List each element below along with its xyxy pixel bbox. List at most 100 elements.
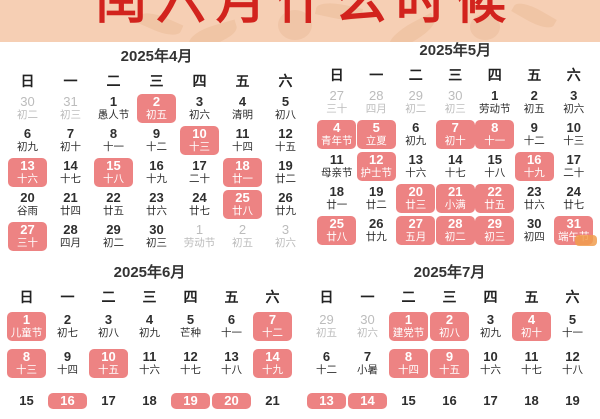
day-cell[interactable]: 8 十一 [475,118,515,150]
day-cell[interactable]: 30 初三 [436,86,476,118]
day-cell[interactable]: 12 十五 [264,124,307,156]
day-cell[interactable]: 30 初四 [515,214,555,246]
day-cell[interactable]: 18 [511,382,552,419]
day-cell[interactable]: 12 十七 [170,345,211,382]
day-cell[interactable]: 29 初二 [92,220,135,252]
day-cell[interactable]: 6 十二 [306,345,347,382]
day-cell[interactable]: 25 廿八 [221,188,264,220]
day-cell[interactable]: 13 十八 [211,345,252,382]
day-cell[interactable]: 15 [388,382,429,419]
day-cell[interactable]: 8 十一 [92,124,135,156]
day-cell[interactable]: 31 初三 [49,92,92,124]
day-cell[interactable]: 22 廿五 [92,188,135,220]
day-cell[interactable]: 19 [552,382,593,419]
day-cell[interactable]: 6 初九 [6,124,49,156]
day-cell[interactable]: 7 十二 [252,308,293,345]
day-cell[interactable]: 27 三十 [6,220,49,252]
day-cell[interactable]: 21 小满 [435,182,476,214]
day-cell[interactable]: 13 十六 [6,156,49,188]
day-cell[interactable]: 9 十二 [515,118,555,150]
day-cell[interactable]: 9 十四 [47,345,88,382]
day-cell[interactable]: 21 廿四 [49,188,92,220]
day-cell[interactable]: 16 [47,382,88,419]
day-cell[interactable]: 24 廿七 [554,182,594,214]
day-cell[interactable]: 15 [6,382,47,419]
day-cell[interactable]: 31 端午节 [554,214,598,246]
day-cell[interactable]: 9 十二 [135,124,178,156]
day-cell[interactable]: 27 五月 [396,214,436,246]
day-cell[interactable]: 12 十八 [552,345,593,382]
day-cell[interactable]: 2 初五 [515,86,555,118]
day-cell[interactable]: 14 十七 [436,150,476,182]
day-cell[interactable]: 2 初七 [47,308,88,345]
day-cell[interactable]: 4 初十 [511,308,552,345]
day-cell[interactable]: 3 初六 [554,86,594,118]
day-cell[interactable]: 2 初五 [135,92,178,124]
day-cell[interactable]: 21 [252,382,293,419]
day-cell[interactable]: 11 母亲节 [317,150,357,182]
day-cell[interactable]: 16 十九 [135,156,178,188]
day-cell[interactable]: 10 十六 [470,345,511,382]
day-cell[interactable]: 2 初八 [429,308,470,345]
day-cell[interactable]: 1 建党节 [388,308,429,345]
day-cell[interactable]: 1 愚人节 [92,92,135,124]
day-cell[interactable]: 6 十一 [211,308,252,345]
day-cell[interactable]: 11 十四 [221,124,264,156]
day-cell[interactable]: 26 廿九 [357,214,397,246]
day-cell[interactable]: 20 [211,382,252,419]
day-cell[interactable]: 13 [306,382,347,419]
day-cell[interactable]: 3 初八 [88,308,129,345]
day-cell[interactable]: 6 初九 [396,118,436,150]
day-cell[interactable]: 17 [470,382,511,419]
day-cell[interactable]: 18 廿一 [221,156,264,188]
day-cell[interactable]: 5 芒种 [170,308,211,345]
day-cell[interactable]: 14 [347,382,388,419]
day-cell[interactable]: 13 十六 [396,150,436,182]
day-cell[interactable]: 11 十六 [129,345,170,382]
day-cell[interactable]: 7 初十 [435,118,476,150]
day-cell[interactable]: 11 十七 [511,345,552,382]
day-cell[interactable]: 3 初九 [470,308,511,345]
day-cell[interactable]: 3 初六 [178,92,221,124]
day-cell[interactable]: 19 廿二 [264,156,307,188]
day-cell[interactable]: 8 十三 [6,345,47,382]
day-cell[interactable]: 17 二十 [554,150,594,182]
day-cell[interactable]: 30 初六 [347,308,388,345]
day-cell[interactable]: 27 三十 [317,86,357,118]
day-cell[interactable]: 29 初二 [396,86,436,118]
day-cell[interactable]: 28 四月 [357,86,397,118]
day-cell[interactable]: 1 劳动节 [178,220,221,252]
day-cell[interactable]: 29 初五 [306,308,347,345]
day-cell[interactable]: 1 儿童节 [6,308,47,345]
day-cell[interactable]: 23 廿六 [515,182,555,214]
day-cell[interactable]: 2 初五 [221,220,264,252]
day-cell[interactable]: 20 谷雨 [6,188,49,220]
day-cell[interactable]: 20 廿三 [396,182,436,214]
day-cell[interactable]: 3 初六 [264,220,307,252]
day-cell[interactable]: 30 初三 [135,220,178,252]
day-cell[interactable]: 5 立夏 [356,118,397,150]
day-cell[interactable]: 10 十三 [554,118,594,150]
day-cell[interactable]: 24 廿七 [178,188,221,220]
day-cell[interactable]: 5 十一 [552,308,593,345]
day-cell[interactable]: 7 小暑 [347,345,388,382]
day-cell[interactable]: 23 廿六 [135,188,178,220]
day-cell[interactable]: 15 十八 [475,150,515,182]
day-cell[interactable]: 4 清明 [221,92,264,124]
day-cell[interactable]: 12 护士节 [356,150,397,182]
day-cell[interactable]: 29 初三 [475,214,515,246]
day-cell[interactable]: 10 十三 [178,124,221,156]
day-cell[interactable]: 9 十五 [429,345,470,382]
day-cell[interactable]: 16 十九 [514,150,555,182]
day-cell[interactable]: 19 [170,382,211,419]
day-cell[interactable]: 30 初二 [6,92,49,124]
day-cell[interactable]: 18 廿一 [317,182,357,214]
day-cell[interactable]: 26 廿九 [264,188,307,220]
day-cell[interactable]: 10 十五 [88,345,129,382]
day-cell[interactable]: 25 廿八 [317,214,357,246]
day-cell[interactable]: 1 劳动节 [475,86,515,118]
day-cell[interactable]: 4 青年节 [317,118,357,150]
day-cell[interactable]: 15 十八 [92,156,135,188]
day-cell[interactable]: 7 初十 [49,124,92,156]
day-cell[interactable]: 14 十七 [49,156,92,188]
